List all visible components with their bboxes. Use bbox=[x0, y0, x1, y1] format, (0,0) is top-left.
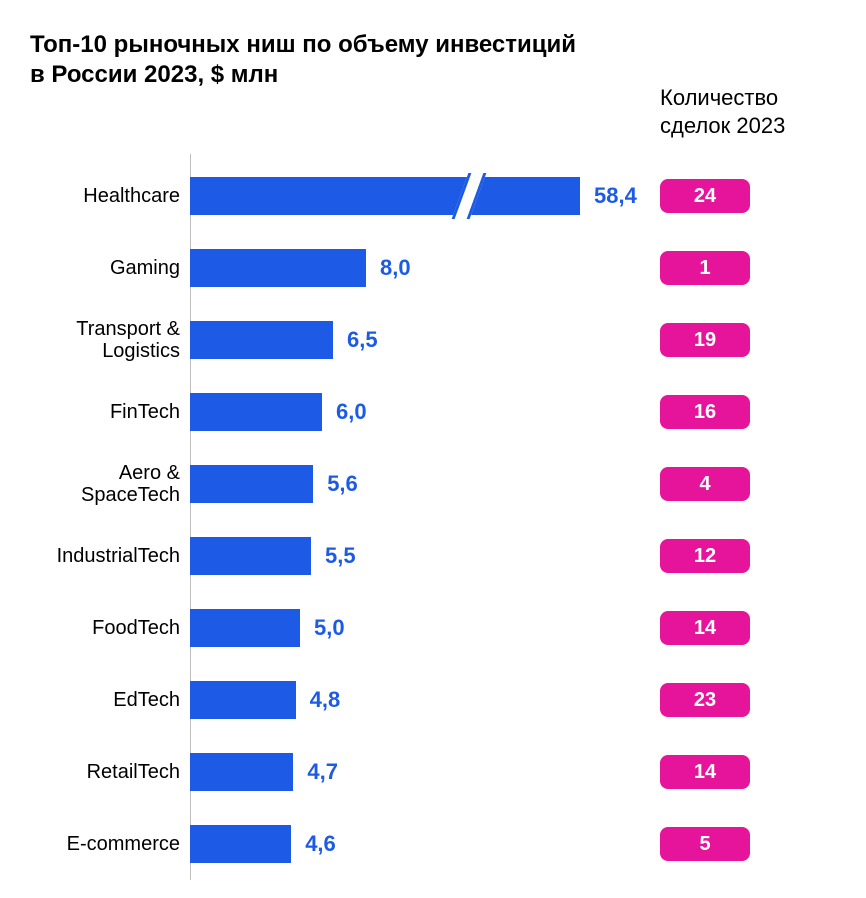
deals-header-line1: Количество bbox=[660, 85, 778, 110]
chart-row: EdTech 4,8 23 bbox=[30, 664, 836, 736]
category-label: Gaming bbox=[30, 257, 180, 279]
axis-break-icon bbox=[460, 173, 478, 219]
deals-badge: 4 bbox=[660, 467, 750, 501]
bar bbox=[190, 321, 333, 359]
deals-badge: 14 bbox=[660, 611, 750, 645]
chart-row: E-commerce 4,6 5 bbox=[30, 808, 836, 880]
deals-badge: 1 bbox=[660, 251, 750, 285]
value-label: 4,7 bbox=[307, 759, 338, 785]
chart-row: FinTech 6,0 16 bbox=[30, 376, 836, 448]
bar bbox=[190, 753, 293, 791]
deals-header-line2: сделок 2023 bbox=[660, 113, 785, 138]
deals-count-header: Количество сделок 2023 bbox=[660, 84, 785, 139]
value-label: 5,5 bbox=[325, 543, 356, 569]
chart-row: RetailTech 4,7 14 bbox=[30, 736, 836, 808]
chart-row: Gaming 8,0 1 bbox=[30, 232, 836, 304]
deals-badge: 5 bbox=[660, 827, 750, 861]
category-label: E-commerce bbox=[30, 833, 180, 855]
chart-row: Healthcare 58,4 24 bbox=[30, 160, 836, 232]
chart-row: IndustrialTech 5,5 12 bbox=[30, 520, 836, 592]
value-label: 58,4 bbox=[594, 183, 637, 209]
deals-badge: 24 bbox=[660, 179, 750, 213]
chart-title: Топ-10 рыночных ниш по объему инвестиций… bbox=[30, 30, 836, 90]
chart-row: FoodTech 5,0 14 bbox=[30, 592, 836, 664]
chart-title-line2: в России 2023, $ млн bbox=[30, 61, 278, 88]
bar bbox=[190, 177, 580, 215]
category-label: EdTech bbox=[30, 689, 180, 711]
value-label: 5,6 bbox=[327, 471, 358, 497]
value-label: 6,5 bbox=[347, 327, 378, 353]
bar bbox=[190, 681, 296, 719]
category-label: FinTech bbox=[30, 401, 180, 423]
value-label: 5,0 bbox=[314, 615, 345, 641]
deals-badge: 19 bbox=[660, 323, 750, 357]
deals-badge: 16 bbox=[660, 395, 750, 429]
deals-badge: 12 bbox=[660, 539, 750, 573]
bar bbox=[190, 825, 291, 863]
bar bbox=[190, 537, 311, 575]
bar bbox=[190, 465, 313, 503]
value-label: 4,8 bbox=[310, 687, 341, 713]
value-label: 8,0 bbox=[380, 255, 411, 281]
value-label: 4,6 bbox=[305, 831, 336, 857]
category-label: IndustrialTech bbox=[30, 545, 180, 567]
page: Топ-10 рыночных ниш по объему инвестиций… bbox=[0, 0, 866, 898]
deals-badge: 14 bbox=[660, 755, 750, 789]
category-label: Aero &SpaceTech bbox=[30, 462, 180, 506]
chart-row: Aero &SpaceTech 5,6 4 bbox=[30, 448, 836, 520]
bar bbox=[190, 609, 300, 647]
bar bbox=[190, 393, 322, 431]
value-label: 6,0 bbox=[336, 399, 367, 425]
bar-chart: Healthcare 58,4 24 Gaming 8,0 1 Transport &Log… bbox=[30, 160, 836, 880]
bar bbox=[190, 249, 366, 287]
chart-row: Transport &Logistics 6,5 19 bbox=[30, 304, 836, 376]
category-label: Transport &Logistics bbox=[30, 318, 180, 362]
chart-title-line1: Топ-10 рыночных ниш по объему инвестиций bbox=[30, 31, 576, 58]
category-label: FoodTech bbox=[30, 617, 180, 639]
deals-badge: 23 bbox=[660, 683, 750, 717]
category-label: Healthcare bbox=[30, 185, 180, 207]
category-label: RetailTech bbox=[30, 761, 180, 783]
